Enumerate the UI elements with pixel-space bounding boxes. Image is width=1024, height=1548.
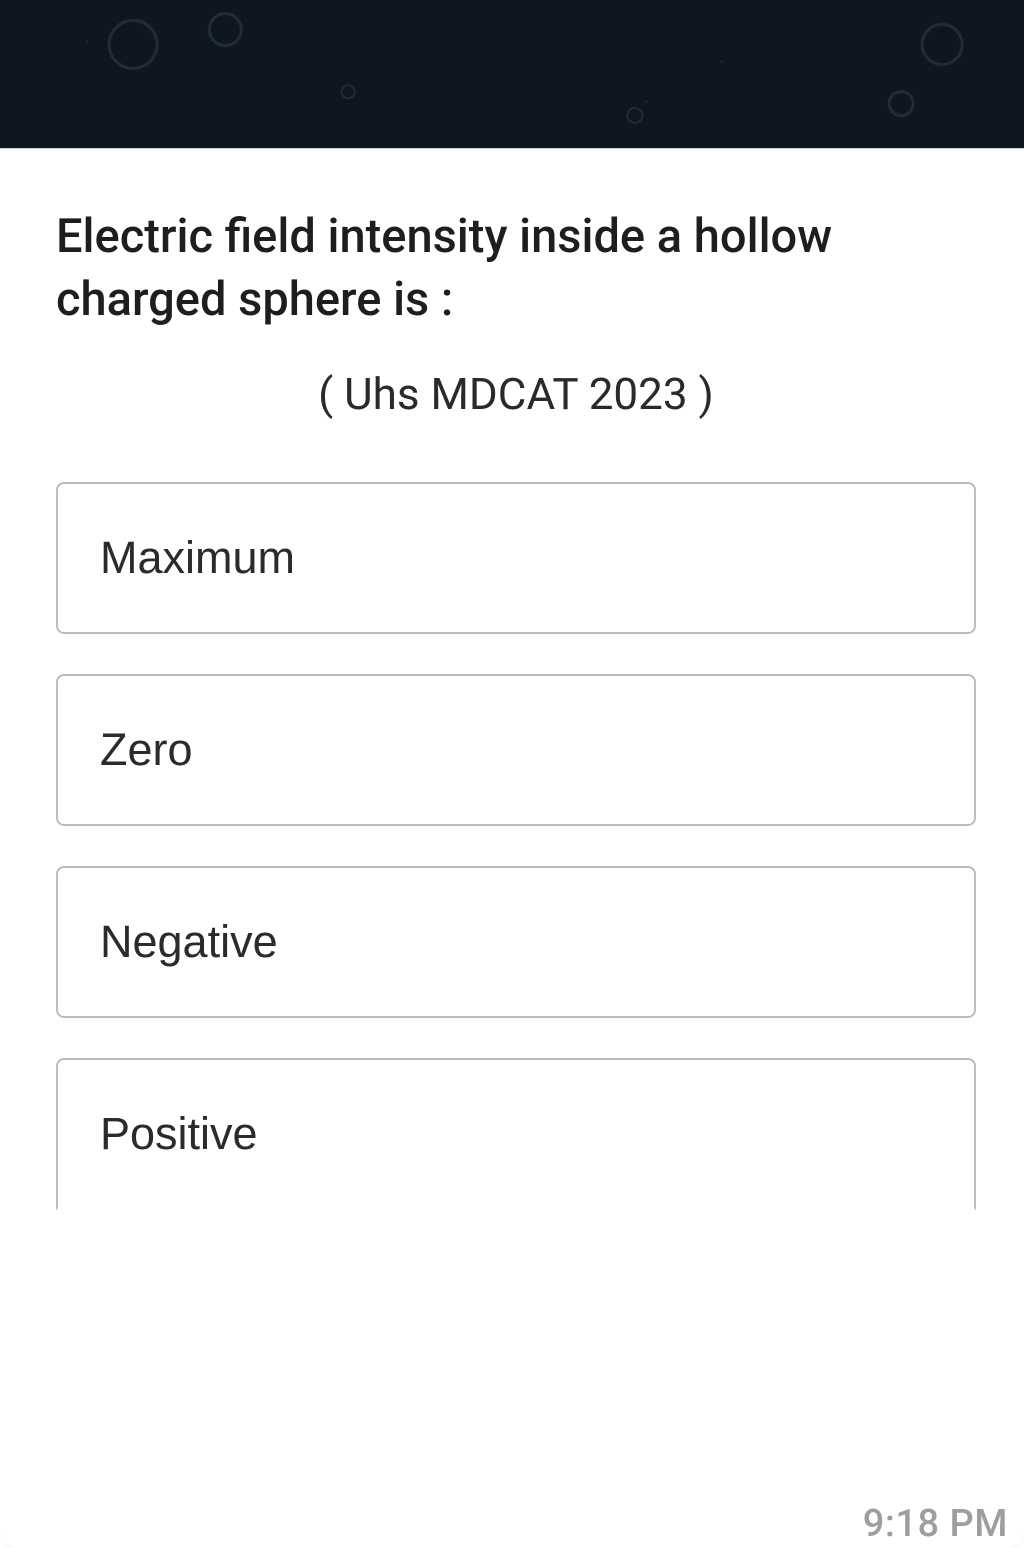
option-maximum[interactable]: Maximum <box>56 482 976 634</box>
question-source: ( Uhs MDCAT 2023 ) <box>56 368 976 420</box>
question-card: Electric field intensity inside a hollow… <box>0 148 1024 1548</box>
option-negative[interactable]: Negative <box>56 866 976 1018</box>
screenshot-root: Electric field intensity inside a hollow… <box>0 0 1024 1548</box>
question-text: Electric field intensity inside a hollow… <box>56 205 976 332</box>
options-list: Maximum Zero Negative Positive <box>56 482 976 1210</box>
option-positive[interactable]: Positive <box>56 1058 976 1210</box>
message-timestamp: 9:18 PM <box>863 1502 1008 1546</box>
option-zero[interactable]: Zero <box>56 674 976 826</box>
chat-doodle-banner <box>0 0 1024 148</box>
